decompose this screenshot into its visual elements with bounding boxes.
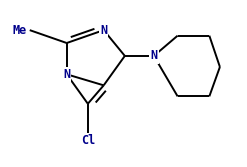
Text: Cl: Cl [81, 134, 95, 147]
Text: N: N [100, 24, 107, 37]
Text: N: N [63, 68, 70, 81]
Text: Me: Me [13, 24, 27, 37]
Text: N: N [150, 49, 157, 62]
